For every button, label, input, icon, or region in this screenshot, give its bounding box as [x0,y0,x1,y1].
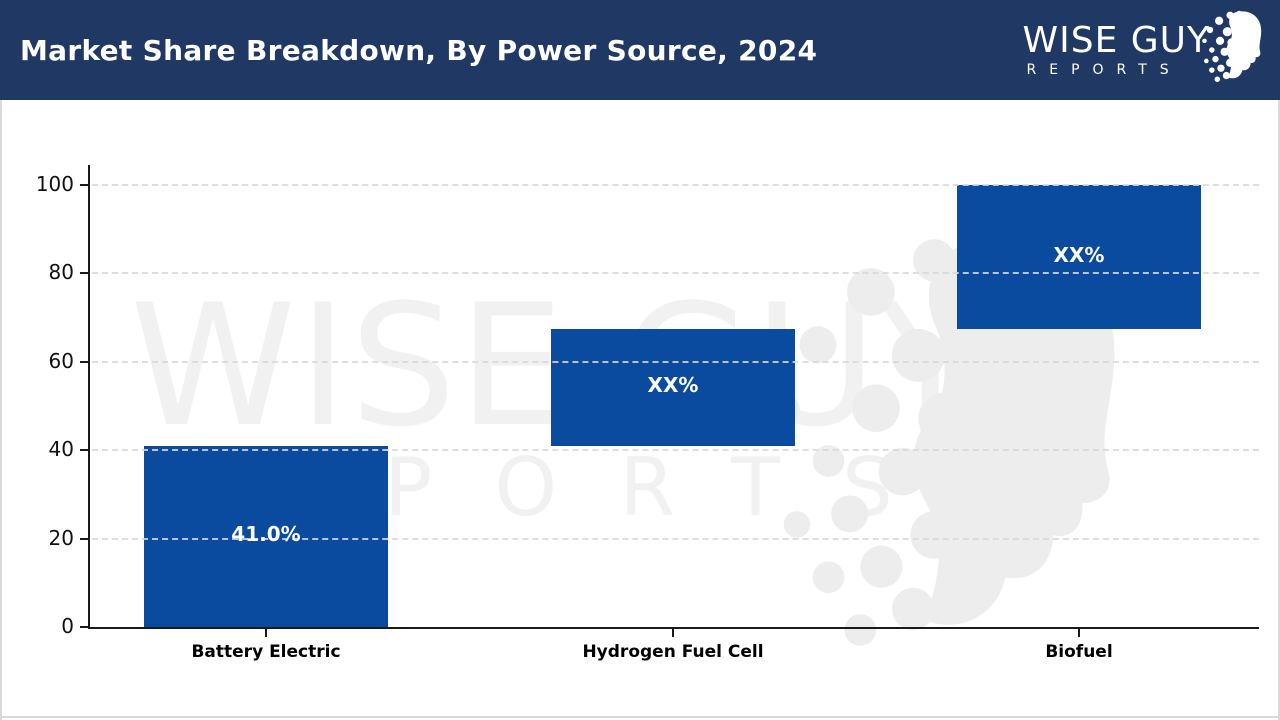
gridline-y40 [92,449,1259,452]
bar-value-label: 41.0% [231,522,301,547]
chart-canvas: WISE GUY REPORTS 41.0% XX% XX% 0 20 40 60 80 100… [0,100,1280,720]
logo-subtitle: REPORTS [1026,62,1182,78]
header-bar: Market Share Breakdown, By Power Source,… [0,0,1280,100]
y-tick-label: 40 [48,437,74,462]
x-tick-2 [1078,629,1080,637]
wiseguy-logo-text: WISE GUY REPORTS [1022,20,1211,78]
logo-wordmark: WISE GUY [1022,20,1210,61]
bar-1 [551,328,795,446]
y-tick-60 [80,360,88,363]
wiseguy-face-icon [1202,10,1262,82]
y-tick-0 [80,626,88,628]
x-tick-0 [265,629,267,637]
y-tick-label: 0 [61,614,74,638]
page-title: Market Share Breakdown, By Power Source,… [20,33,818,67]
bottom-divider [0,716,1280,718]
y-tick-40 [80,449,88,452]
x-category-label: Biofuel [1045,642,1113,662]
gridline-y100 [92,184,1259,186]
bar-value-label: XX% [647,373,699,398]
gridline-y20 [92,537,1259,540]
x-tick-1 [672,629,674,637]
gridline-y80 [92,272,1259,275]
bar-value-label: XX% [1053,242,1105,267]
y-tick-80 [80,272,88,275]
y-tick-label: 100 [35,172,74,196]
y-tick-label: 20 [48,525,74,550]
bar-0 [144,445,388,627]
waterfall-chart: 41.0% XX% XX% 0 20 40 60 80 100 Battery Electric H… [2,100,1278,720]
y-axis-line [88,165,90,629]
y-tick-20 [80,537,88,540]
wiseguy-logo: WISE GUY REPORTS [1023,8,1265,92]
x-category-label: Battery Electric [191,642,341,662]
y-tick-label: 80 [48,260,74,285]
y-tick-100 [80,184,88,186]
x-category-label: Hydrogen Fuel Cell [582,642,764,662]
gridline-y60 [92,360,1259,363]
x-axis-line [88,627,1259,629]
y-tick-label: 60 [48,348,74,373]
